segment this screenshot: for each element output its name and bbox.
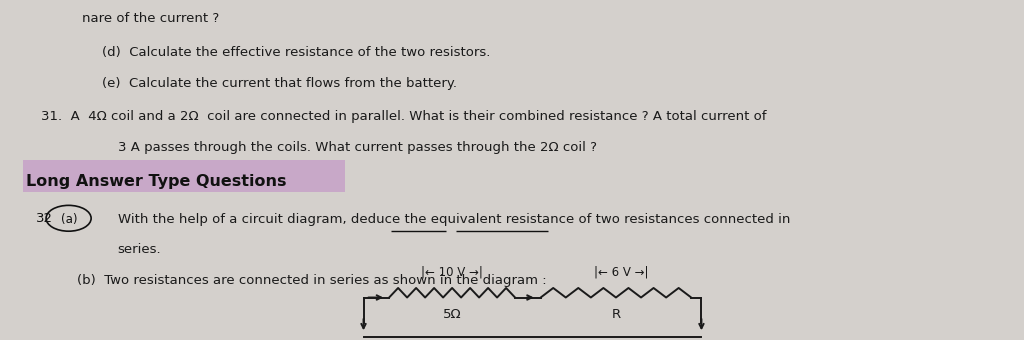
Text: nare of the current ?: nare of the current ? xyxy=(82,12,219,25)
Text: R: R xyxy=(611,308,621,321)
Text: With the help of a circuit diagram, deduce the equivalent resistance of two resi: With the help of a circuit diagram, dedu… xyxy=(118,212,791,225)
Text: |← 6 V →|: |← 6 V →| xyxy=(594,266,648,279)
Text: 5Ω: 5Ω xyxy=(442,308,462,321)
Text: (a): (a) xyxy=(61,212,78,225)
Text: |← 10 V →|: |← 10 V →| xyxy=(421,266,483,279)
FancyBboxPatch shape xyxy=(23,160,345,192)
Text: (e)  Calculate the current that flows from the battery.: (e) Calculate the current that flows fro… xyxy=(102,76,458,89)
Text: 31.  A  4Ω coil and a 2Ω  coil are connected in parallel. What is their combined: 31. A 4Ω coil and a 2Ω coil are connecte… xyxy=(41,110,766,123)
Text: 32: 32 xyxy=(36,212,53,225)
Text: (d)  Calculate the effective resistance of the two resistors.: (d) Calculate the effective resistance o… xyxy=(102,46,490,59)
Text: Long Answer Type Questions: Long Answer Type Questions xyxy=(26,174,286,189)
Text: series.: series. xyxy=(118,243,162,256)
Text: 3 A passes through the coils. What current passes through the 2Ω coil ?: 3 A passes through the coils. What curre… xyxy=(118,141,597,154)
Text: (b)  Two resistances are connected in series as shown in the diagram :: (b) Two resistances are connected in ser… xyxy=(77,274,547,287)
